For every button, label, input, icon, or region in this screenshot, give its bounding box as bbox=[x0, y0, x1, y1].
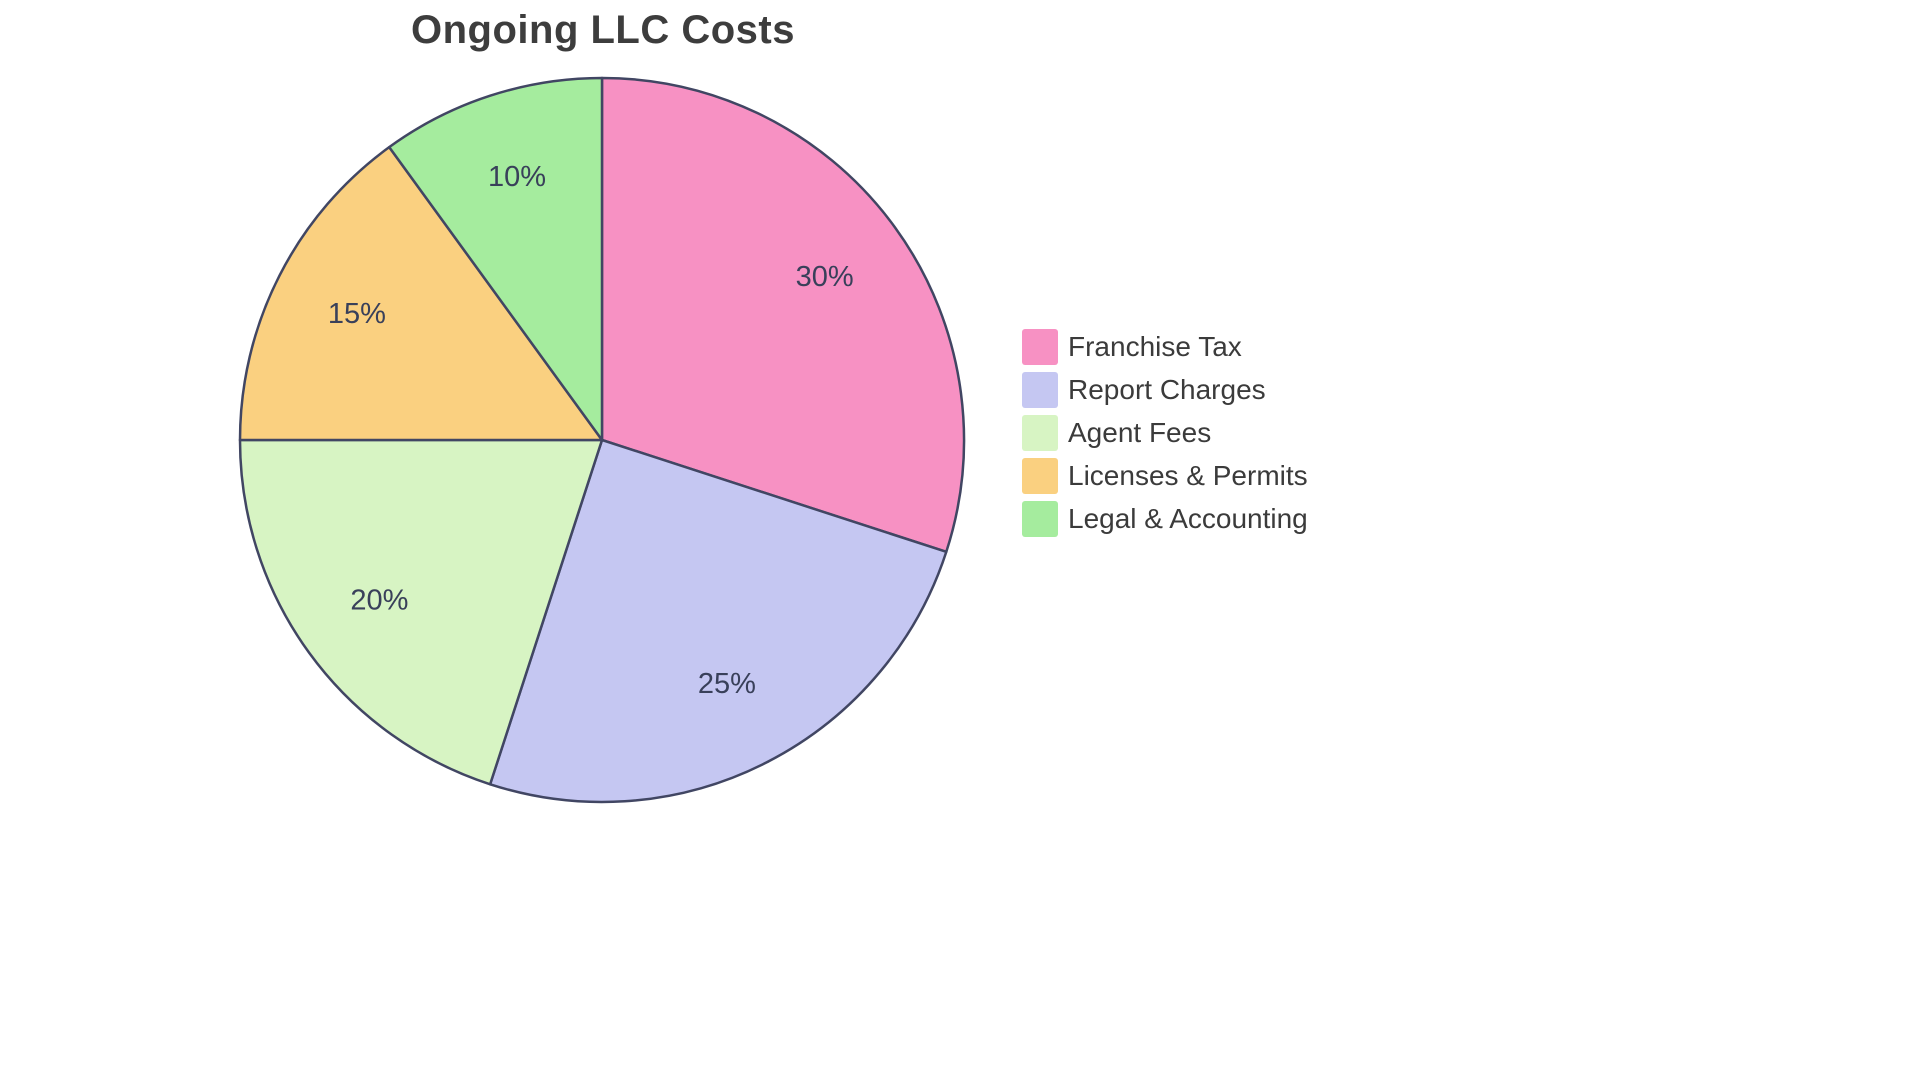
slice-percent-label: 15% bbox=[328, 298, 386, 330]
pie-slice bbox=[387, 76, 604, 442]
legend-item: Franchise Tax bbox=[1022, 329, 1308, 365]
legend: Franchise Tax Report Charges Agent Fees Lic… bbox=[1022, 329, 1308, 537]
legend-item: Legal & Accounting bbox=[1022, 501, 1308, 537]
slice-percent-label: 10% bbox=[488, 161, 546, 193]
pie-slice bbox=[488, 438, 948, 804]
pie-slice bbox=[238, 145, 604, 442]
legend-label: Legal & Accounting bbox=[1068, 503, 1308, 534]
slice-percent-label: 20% bbox=[350, 584, 408, 616]
pie-slice bbox=[238, 438, 604, 786]
legend-label: Franchise Tax bbox=[1068, 331, 1242, 362]
legend-label: Licenses & Permits bbox=[1068, 460, 1308, 491]
legend-swatch bbox=[1022, 372, 1058, 408]
legend-swatch bbox=[1022, 501, 1058, 537]
legend-item: Agent Fees bbox=[1022, 415, 1308, 451]
legend-item: Report Charges bbox=[1022, 372, 1308, 408]
legend-swatch bbox=[1022, 415, 1058, 451]
chart-title: Ongoing LLC Costs bbox=[410, 8, 795, 52]
legend-swatch bbox=[1022, 458, 1058, 494]
legend-swatch bbox=[1022, 329, 1058, 365]
legend-item: Licenses & Permits bbox=[1022, 458, 1308, 494]
legend-label: Report Charges bbox=[1068, 374, 1266, 405]
legend-label: Agent Fees bbox=[1068, 417, 1212, 448]
slice-percent-label: 30% bbox=[796, 261, 854, 293]
pie-slice bbox=[600, 76, 966, 554]
slice-percent-label: 25% bbox=[698, 668, 756, 700]
